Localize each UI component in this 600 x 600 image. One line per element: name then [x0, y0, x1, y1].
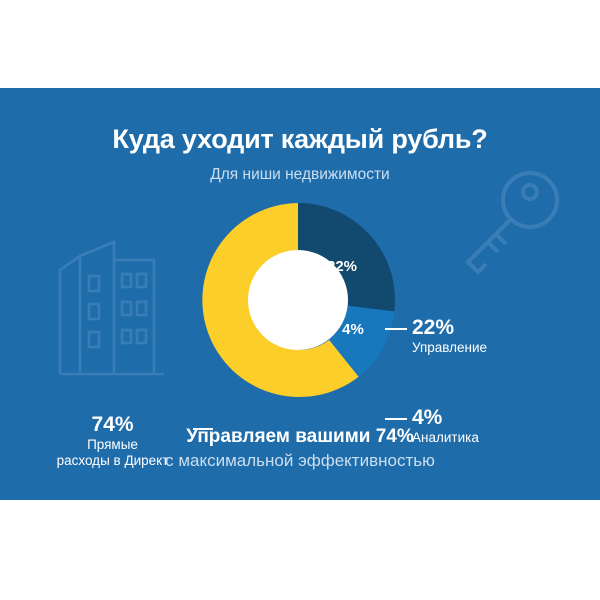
leader-line-management	[385, 328, 407, 330]
donut-slice-direct	[202, 203, 359, 397]
leader-line-analytics	[385, 418, 407, 420]
callout-analytics: 4% Аналитика	[412, 406, 479, 446]
page-subtitle: Для ниши недвижимости	[210, 166, 390, 183]
callout-analytics-percent: 4%	[412, 406, 443, 429]
infographic-panel: Куда уходит каждый рубль? Для ниши недви…	[0, 88, 600, 500]
donut-chart: 22% 4%	[201, 203, 395, 397]
page-title: Куда уходит каждый рубль?	[112, 124, 488, 154]
callout-analytics-caption: Аналитика	[412, 429, 479, 445]
callout-direct-caption-line1: Прямые	[87, 436, 138, 452]
donut-label-analytics: 4%	[342, 321, 364, 338]
callout-management: 22% Управление	[412, 316, 488, 356]
callout-direct: 74% Прямые расходы в Директ	[30, 413, 195, 470]
footer-headline: Управляем вашими 74%	[186, 426, 414, 447]
donut-label-management: 22%	[327, 258, 357, 275]
building-icon	[36, 236, 166, 386]
callout-direct-caption-line2: расходы в Директ	[56, 453, 169, 469]
donut-hole	[248, 250, 348, 350]
donut-slice-analytics	[329, 305, 395, 377]
donut-slice-management	[298, 203, 395, 312]
leader-line-direct	[193, 428, 213, 430]
callout-management-percent: 22%	[412, 316, 455, 339]
footer-subline: с максимальной эффективностью	[165, 450, 435, 470]
callout-management-caption: Управление	[412, 339, 488, 355]
callout-direct-percent: 74%	[91, 413, 134, 436]
footer-block: Управляем вашими 74% с максимальной эффе…	[0, 424, 600, 473]
